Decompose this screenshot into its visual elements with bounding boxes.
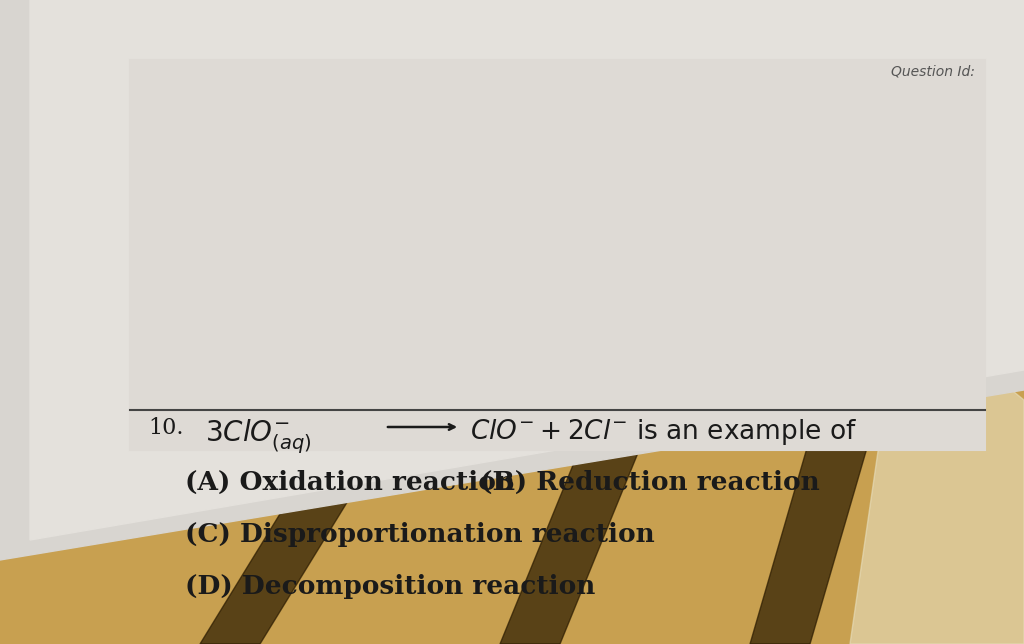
Text: Question Id:: Question Id: <box>891 64 975 78</box>
Polygon shape <box>200 400 410 644</box>
Polygon shape <box>0 0 1024 560</box>
Bar <box>130 60 985 450</box>
Text: 10.: 10. <box>148 417 183 439</box>
Polygon shape <box>850 300 1024 644</box>
Text: $3ClO^{-}_{(aq)}$: $3ClO^{-}_{(aq)}$ <box>205 417 311 455</box>
Text: (D) Decomposition reaction: (D) Decomposition reaction <box>185 574 595 599</box>
Polygon shape <box>30 0 1024 540</box>
Text: $ClO^{-}+2Cl^{-}$ is an example of: $ClO^{-}+2Cl^{-}$ is an example of <box>470 417 857 447</box>
Text: (C) Disproportionation reaction: (C) Disproportionation reaction <box>185 522 654 547</box>
Polygon shape <box>750 300 910 644</box>
Text: (B) Reduction reaction: (B) Reduction reaction <box>480 470 820 495</box>
Polygon shape <box>500 350 680 644</box>
Text: (A) Oxidation reaction: (A) Oxidation reaction <box>185 470 515 495</box>
